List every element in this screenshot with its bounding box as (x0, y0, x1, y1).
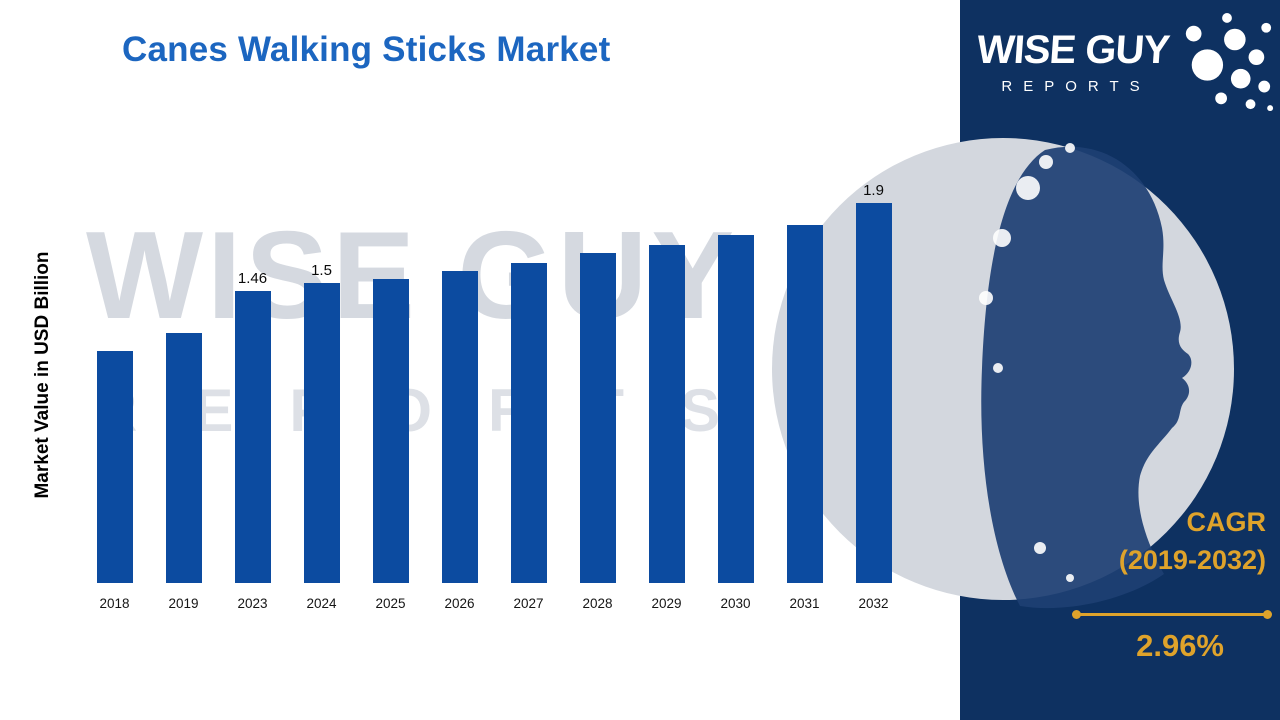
x-tick-label: 2028 (582, 596, 613, 611)
bar-column: 2025 (356, 173, 425, 611)
cagr-divider-line (1072, 610, 1272, 619)
bar-column: 2027 (494, 173, 563, 611)
x-tick-label: 2026 (444, 596, 475, 611)
bar (855, 203, 892, 583)
x-tick-label: 2029 (651, 596, 682, 611)
plot-area: 2018 2019 1.46 2023 1.5 2024 2025 2026 2027 2028 2… (80, 173, 908, 611)
y-axis-label: Market Value in USD Billion (32, 251, 53, 499)
bar-column: 2029 (632, 173, 701, 611)
bar (441, 271, 478, 583)
bar-column: 2026 (425, 173, 494, 611)
cagr-block: CAGR (2019-2032) (996, 504, 1266, 580)
bar (786, 225, 823, 583)
bar (510, 263, 547, 583)
bar-column: 1.9 2032 (839, 173, 908, 611)
bar-column: 2030 (701, 173, 770, 611)
cagr-value: 2.96% (1136, 628, 1224, 663)
x-tick-label: 2023 (237, 596, 268, 611)
bar-column: 2031 (770, 173, 839, 611)
x-tick-label: 2019 (168, 596, 199, 611)
brand-logo-head-icon (1185, 13, 1274, 112)
bar (579, 253, 616, 583)
head-profile-shape (981, 146, 1192, 609)
bar-data-label: 1.9 (863, 182, 884, 199)
bar (372, 279, 409, 583)
x-tick-label: 2024 (306, 596, 337, 611)
watermark-text-line1: WISE GUY (86, 207, 739, 345)
brand-logo-subname: REPORTS (1001, 78, 1151, 95)
bar-column: 1.5 2024 (287, 173, 356, 611)
brand-logo-name: WISE GUY (975, 28, 1171, 72)
bar-data-label: 1.5 (311, 262, 332, 279)
x-tick-label: 2018 (99, 596, 130, 611)
bar-data-label: 1.46 (237, 270, 268, 287)
bar-column: 2018 (80, 173, 149, 611)
cagr-period: (2019-2032) (1118, 544, 1266, 575)
x-tick-label: 2025 (375, 596, 406, 611)
bubble-dots (979, 143, 1075, 582)
x-tick-label: 2032 (858, 596, 889, 611)
bar (165, 333, 202, 583)
bar (717, 235, 754, 583)
bar (96, 351, 133, 583)
x-tick-label: 2031 (789, 596, 820, 611)
bar-column: 1.46 2023 (218, 173, 287, 611)
bar (303, 283, 340, 583)
page-title: Canes Walking Sticks Market (122, 30, 611, 69)
bar (234, 291, 271, 583)
brand-logo: WISE GUY REPORTS (966, 28, 1180, 95)
cagr-label: CAGR (1186, 507, 1267, 537)
bar-column: 2028 (563, 173, 632, 611)
bar (648, 245, 685, 583)
bar-column: 2019 (149, 173, 218, 611)
x-tick-label: 2030 (720, 596, 751, 611)
head-silhouette-graphic (979, 143, 1192, 609)
x-tick-label: 2027 (513, 596, 544, 611)
